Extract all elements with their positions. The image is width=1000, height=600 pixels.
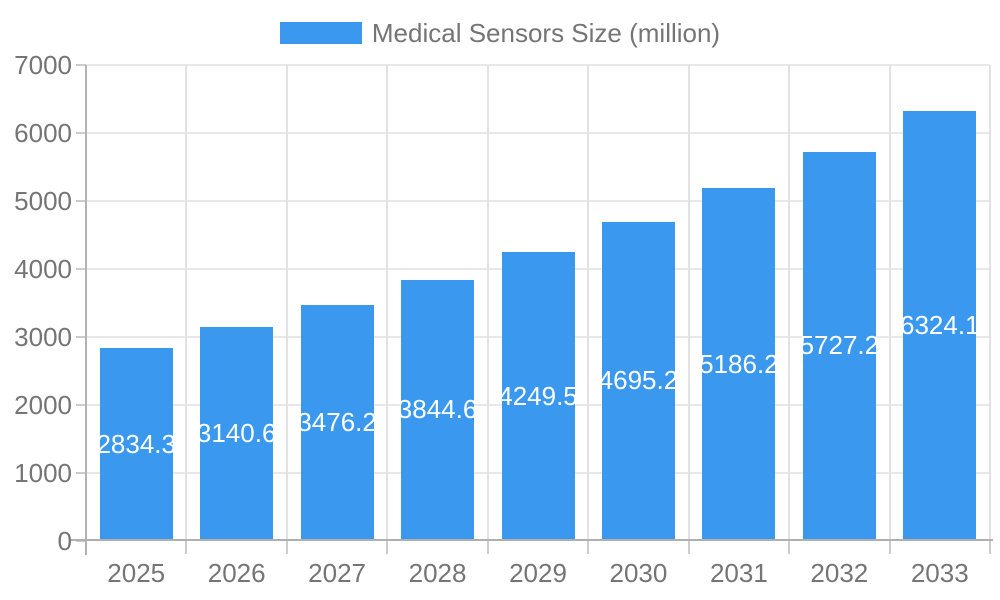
bar-value-label: 3844.6	[397, 394, 478, 425]
legend-label: Medical Sensors Size (million)	[371, 18, 721, 48]
x-axis-label: 2025	[107, 558, 166, 588]
h-gridline	[86, 64, 990, 66]
v-gridline	[989, 65, 991, 539]
v-gridline	[888, 65, 891, 539]
h-gridline	[86, 132, 990, 134]
bar[interactable]: 4249.5	[498, 252, 578, 539]
y-axis-label: 4000	[14, 254, 72, 284]
y-axis-tick	[76, 540, 86, 542]
bar[interactable]: 3476.2	[297, 304, 377, 539]
x-axis-label: 2028	[408, 558, 467, 588]
bar[interactable]: 5186.2	[699, 188, 779, 539]
x-axis-tick	[85, 541, 87, 555]
x-axis-label: 2026	[207, 558, 266, 588]
y-axis-tick	[76, 132, 86, 134]
y-axis-label: 6000	[14, 118, 72, 148]
v-gridline	[587, 65, 590, 539]
x-axis-tick	[888, 541, 891, 554]
bar[interactable]: 3844.6	[398, 279, 477, 539]
chart-legend[interactable]: Medical Sensors Size (million)	[0, 20, 1000, 46]
v-gridline	[687, 65, 690, 539]
bar-value-label: 3140.6	[196, 418, 277, 449]
x-axis-tick	[687, 541, 690, 554]
x-axis-label: 2029	[509, 558, 567, 588]
x-axis-label: 2032	[810, 558, 869, 588]
x-axis-label: 2031	[709, 558, 768, 588]
v-gridline	[386, 65, 389, 539]
bar[interactable]: 4695.2	[599, 221, 678, 539]
v-gridline	[185, 65, 188, 539]
bar-value-label: 4695.2	[598, 365, 679, 396]
x-axis-tick	[587, 541, 590, 554]
x-axis-tick	[989, 541, 991, 554]
bar[interactable]: 2834.3	[96, 348, 176, 539]
y-axis-tick	[76, 200, 86, 202]
bar-value-label: 6324.1	[900, 309, 980, 340]
x-axis-tick	[486, 541, 489, 554]
plot-area: 2834.3 3140.6 3476.2 3844.6 4249.5 4695.2 5186…	[14, 50, 993, 588]
bar-value-label: 4249.5	[498, 380, 578, 411]
y-axis-tick	[76, 268, 86, 270]
bar[interactable]: 3140.6	[197, 327, 276, 539]
x-axis-tick	[285, 541, 288, 554]
y-axis-tick	[76, 472, 86, 474]
y-axis-label: 0	[57, 526, 72, 556]
bar[interactable]: 6324.1	[900, 110, 980, 539]
v-gridline	[788, 65, 791, 539]
v-gridline	[486, 65, 489, 539]
x-axis-tick	[386, 541, 389, 554]
x-axis-tick	[185, 541, 188, 554]
y-axis-line	[85, 65, 87, 543]
x-axis-baseline	[70, 539, 993, 541]
y-axis-label: 7000	[14, 50, 72, 80]
y-axis-tick	[76, 404, 86, 406]
legend-swatch	[279, 22, 362, 44]
bar-value-label: 3476.2	[297, 406, 377, 437]
bar[interactable]: 5727.2	[800, 151, 879, 539]
v-gridline	[285, 65, 288, 539]
y-axis-label: 3000	[14, 322, 72, 352]
bar-value-label: 2834.3	[96, 428, 176, 459]
x-axis-label: 2033	[910, 558, 969, 588]
bar-value-label: 5186.2	[699, 348, 779, 379]
y-axis-tick	[76, 336, 86, 338]
y-axis-label: 1000	[14, 458, 72, 488]
x-axis-tick	[788, 541, 791, 554]
x-axis-label: 2027	[308, 558, 367, 588]
y-axis-tick	[76, 64, 86, 66]
bar-value-label: 5727.2	[799, 330, 880, 361]
y-axis-label: 5000	[14, 186, 72, 216]
x-axis-label: 2030	[609, 558, 668, 588]
y-axis-label: 2000	[14, 390, 72, 420]
